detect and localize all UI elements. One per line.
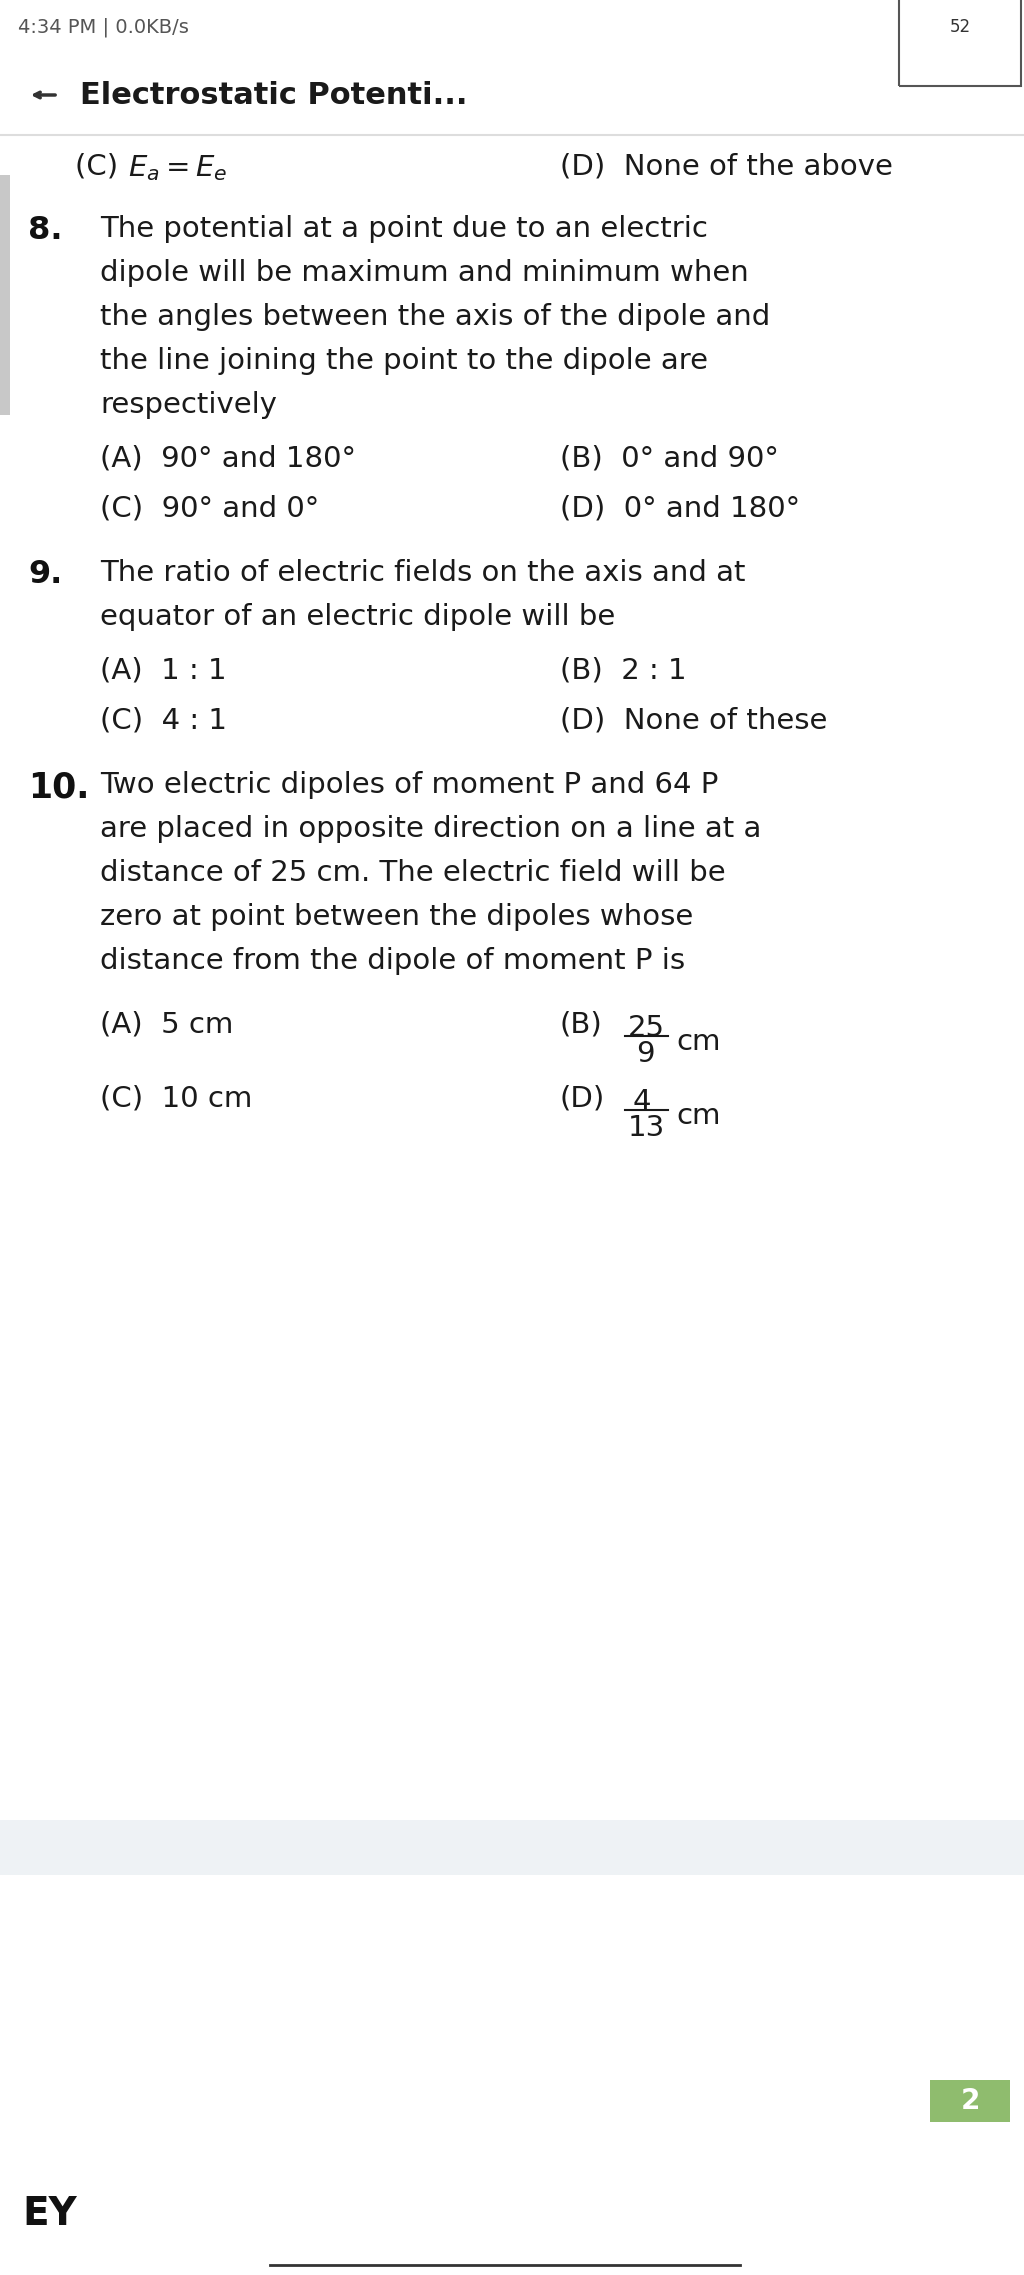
Text: (C)  4 : 1: (C) 4 : 1 <box>100 705 227 735</box>
Text: zero at point between the dipoles whose: zero at point between the dipoles whose <box>100 903 693 930</box>
Text: (C)  10 cm: (C) 10 cm <box>100 1085 252 1112</box>
Text: 4: 4 <box>633 1087 651 1117</box>
Text: (B): (B) <box>560 1010 603 1040</box>
Text: (C): (C) <box>75 152 136 182</box>
Text: (B)  2 : 1: (B) 2 : 1 <box>560 657 687 685</box>
Text: (A)  90° and 180°: (A) 90° and 180° <box>100 446 356 473</box>
Text: dipole will be maximum and minimum when: dipole will be maximum and minimum when <box>100 259 749 287</box>
Text: cm: cm <box>676 1101 721 1131</box>
Text: (B)  0° and 90°: (B) 0° and 90° <box>560 446 779 473</box>
Text: the line joining the point to the dipole are: the line joining the point to the dipole… <box>100 348 708 375</box>
Text: The ratio of electric fields on the axis and at: The ratio of electric fields on the axis… <box>100 560 745 587</box>
Text: 2: 2 <box>961 2086 980 2116</box>
Text: distance of 25 cm. The electric field will be: distance of 25 cm. The electric field wi… <box>100 860 726 887</box>
Text: 4:34 PM | 0.0KB/s: 4:34 PM | 0.0KB/s <box>18 18 188 36</box>
Text: (D)  None of the above: (D) None of the above <box>560 152 893 182</box>
Text: The potential at a point due to an electric: The potential at a point due to an elect… <box>100 216 708 243</box>
Text: (A)  5 cm: (A) 5 cm <box>100 1010 233 1040</box>
Text: (A)  1 : 1: (A) 1 : 1 <box>100 657 226 685</box>
Text: $E_a = E_e$: $E_a = E_e$ <box>128 152 227 182</box>
Text: 13: 13 <box>628 1115 666 1142</box>
Text: Electrostatic Potenti...: Electrostatic Potenti... <box>80 80 468 109</box>
Text: 9: 9 <box>636 1040 654 1067</box>
Bar <box>0 1820 1024 1875</box>
Text: 8.: 8. <box>28 216 62 246</box>
Text: equator of an electric dipole will be: equator of an electric dipole will be <box>100 603 615 630</box>
Text: distance from the dipole of moment P is: distance from the dipole of moment P is <box>100 946 685 976</box>
Text: cm: cm <box>676 1028 721 1056</box>
Bar <box>0 0 1024 55</box>
Text: (C)  90° and 0°: (C) 90° and 0° <box>100 494 319 521</box>
Text: the angles between the axis of the dipole and: the angles between the axis of the dipol… <box>100 303 770 330</box>
Text: EY: EY <box>22 2195 77 2234</box>
Text: 52: 52 <box>949 18 971 36</box>
Text: Two electric dipoles of moment P and 64 P: Two electric dipoles of moment P and 64 … <box>100 771 719 799</box>
Text: are placed in opposite direction on a line at a: are placed in opposite direction on a li… <box>100 814 762 844</box>
Text: (D)  None of these: (D) None of these <box>560 705 827 735</box>
Bar <box>0 175 10 414</box>
Bar <box>930 2079 1010 2123</box>
Text: respectively: respectively <box>100 391 278 419</box>
Text: 9.: 9. <box>28 560 62 589</box>
Text: 25: 25 <box>628 1015 665 1042</box>
Text: (D)  0° and 180°: (D) 0° and 180° <box>560 494 800 521</box>
Bar <box>0 55 1024 134</box>
Text: 10.: 10. <box>28 771 89 805</box>
Text: (D): (D) <box>560 1085 605 1112</box>
